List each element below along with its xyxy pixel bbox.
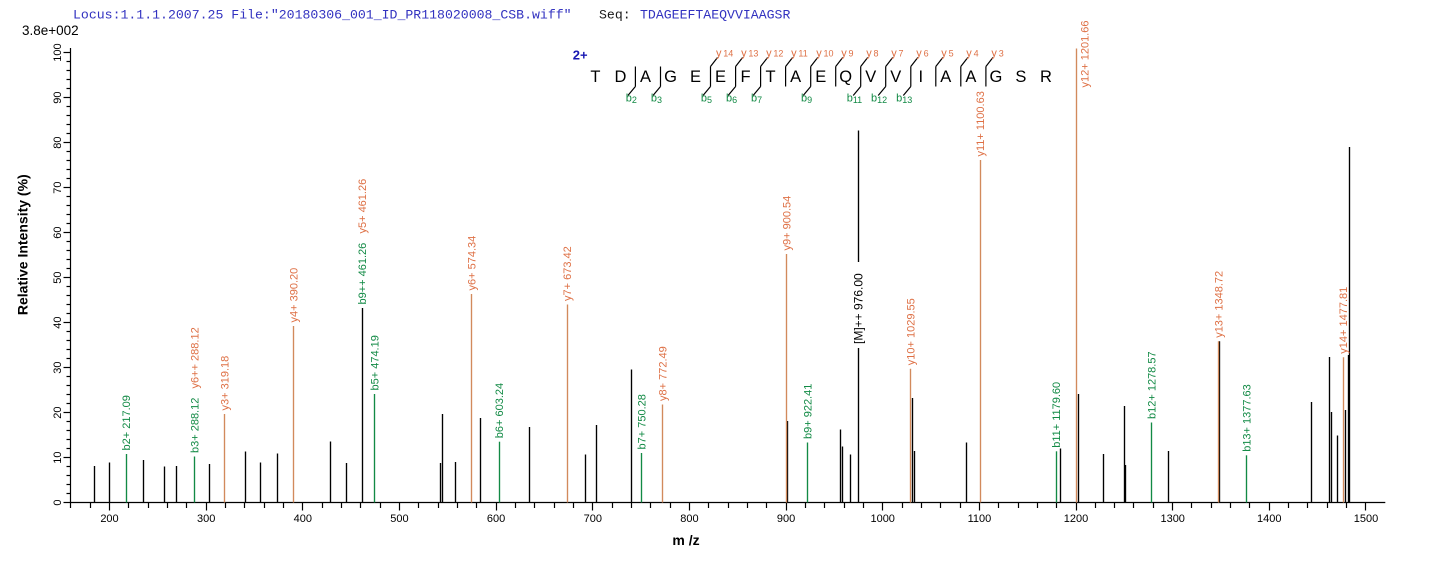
svg-text:b6: b6 (726, 93, 737, 106)
svg-text:y8+ 772.49: y8+ 772.49 (658, 346, 670, 401)
svg-text:y7+ 673.42: y7+ 673.42 (562, 246, 574, 301)
svg-text:300: 300 (197, 513, 215, 525)
svg-text:400: 400 (294, 513, 312, 525)
svg-text:100: 100 (52, 43, 64, 61)
svg-text:60: 60 (52, 226, 64, 238)
svg-text:b9+ 922.41: b9+ 922.41 (803, 384, 815, 439)
svg-text:G: G (989, 68, 1002, 86)
svg-text:b6+ 603.24: b6+ 603.24 (494, 383, 506, 438)
svg-text:b11: b11 (847, 93, 862, 106)
svg-text:10: 10 (52, 451, 64, 463)
svg-text:b9: b9 (801, 93, 812, 106)
svg-text:600: 600 (487, 513, 505, 525)
svg-text:y3+ 319.18: y3+ 319.18 (220, 356, 232, 411)
svg-text:y 7: y 7 (891, 48, 903, 60)
svg-text:b5+ 474.19: b5+ 474.19 (369, 335, 381, 390)
svg-text:G: G (664, 68, 677, 86)
svg-text:90: 90 (52, 91, 64, 103)
svg-text:b13+ 1377.63: b13+ 1377.63 (1242, 384, 1254, 452)
svg-text:F: F (741, 68, 751, 86)
svg-text:3.8e+002: 3.8e+002 (22, 23, 79, 38)
svg-text:30: 30 (52, 361, 64, 373)
svg-text:1000: 1000 (870, 513, 894, 525)
svg-text:1300: 1300 (1160, 513, 1184, 525)
svg-text:y12+ 1201.66: y12+ 1201.66 (1080, 21, 1092, 88)
svg-text:b9++ 461.26 y5+ 461.26: b9++ 461.26 y5+ 461.26 (357, 179, 369, 305)
svg-text:b5: b5 (701, 93, 712, 106)
svg-text:y4+ 390.20: y4+ 390.20 (288, 268, 300, 323)
svg-text:E: E (690, 68, 701, 86)
svg-text:y 12: y 12 (766, 48, 783, 60)
svg-text:y 6: y 6 (916, 48, 928, 60)
svg-text:R: R (1040, 68, 1052, 86)
svg-text:y 13: y 13 (741, 48, 758, 60)
svg-text:b3+ 288.12 y6++ 288.12: b3+ 288.12 y6++ 288.12 (190, 327, 202, 453)
svg-text:1400: 1400 (1257, 513, 1281, 525)
svg-text:S: S (1015, 68, 1026, 86)
svg-text:y 11: y 11 (791, 48, 808, 60)
svg-text:y14+ 1477.81: y14+ 1477.81 (1338, 287, 1350, 354)
svg-text:A: A (940, 68, 951, 86)
svg-text:80: 80 (52, 136, 64, 148)
svg-text:40: 40 (52, 316, 64, 328)
svg-text:I: I (919, 68, 924, 86)
svg-text:y 14: y 14 (716, 48, 733, 60)
svg-text:y 8: y 8 (866, 48, 878, 60)
svg-text:y 9: y 9 (841, 48, 853, 60)
svg-text:y6+ 574.34: y6+ 574.34 (466, 236, 478, 291)
svg-text:b7+ 750.28: b7+ 750.28 (636, 394, 648, 449)
svg-text:y9+ 900.54: y9+ 900.54 (781, 196, 793, 251)
svg-text:b12: b12 (871, 93, 887, 106)
svg-text:m /z: m /z (672, 532, 699, 548)
svg-text:50: 50 (52, 271, 64, 283)
svg-text:T: T (590, 68, 600, 86)
svg-text:E: E (815, 68, 826, 86)
svg-text:1200: 1200 (1064, 513, 1088, 525)
svg-text:y 5: y 5 (941, 48, 953, 60)
svg-text:1100: 1100 (968, 513, 992, 525)
svg-text:D: D (614, 68, 626, 86)
svg-text:y13+ 1348.72: y13+ 1348.72 (1213, 271, 1225, 338)
svg-text:500: 500 (390, 513, 408, 525)
svg-text:A: A (640, 68, 651, 86)
svg-text:y 3: y 3 (991, 48, 1003, 60)
svg-text:Relative Intensity (%): Relative Intensity (%) (15, 174, 31, 315)
svg-text:E: E (715, 68, 726, 86)
svg-text:b3: b3 (651, 93, 662, 106)
svg-text:b7: b7 (751, 93, 762, 106)
svg-text:20: 20 (52, 406, 64, 418)
svg-text:1500: 1500 (1354, 513, 1378, 525)
svg-text:Q: Q (839, 68, 852, 86)
svg-text:b13: b13 (896, 93, 912, 106)
svg-text:T: T (766, 68, 776, 86)
svg-text:y 4: y 4 (966, 48, 978, 60)
svg-text:A: A (965, 68, 976, 86)
svg-text:70: 70 (52, 181, 64, 193)
svg-text:Locus:1.1.1.2007.25 File:"2018: Locus:1.1.1.2007.25 File:"20180306_001_I… (73, 7, 790, 22)
svg-text:900: 900 (777, 513, 795, 525)
svg-text:800: 800 (680, 513, 698, 525)
svg-text:b11+ 1179.60: b11+ 1179.60 (1051, 382, 1063, 448)
svg-text:V: V (865, 68, 876, 86)
svg-text:A: A (790, 68, 801, 86)
svg-text:b2: b2 (626, 93, 637, 106)
svg-text:700: 700 (584, 513, 602, 525)
svg-text:V: V (890, 68, 901, 86)
svg-text:2+: 2+ (573, 48, 588, 63)
svg-text:200: 200 (100, 513, 118, 525)
svg-text:y11+ 1100.63: y11+ 1100.63 (975, 91, 987, 156)
svg-text:y 10: y 10 (816, 48, 833, 60)
svg-text:b12+ 1278.57: b12+ 1278.57 (1147, 351, 1159, 419)
svg-text:0: 0 (52, 500, 64, 506)
svg-text:y10+ 1029.55: y10+ 1029.55 (906, 298, 918, 365)
svg-text:b2+ 217.09: b2+ 217.09 (121, 395, 133, 450)
svg-text:[M]++ 976.00: [M]++ 976.00 (852, 273, 866, 344)
